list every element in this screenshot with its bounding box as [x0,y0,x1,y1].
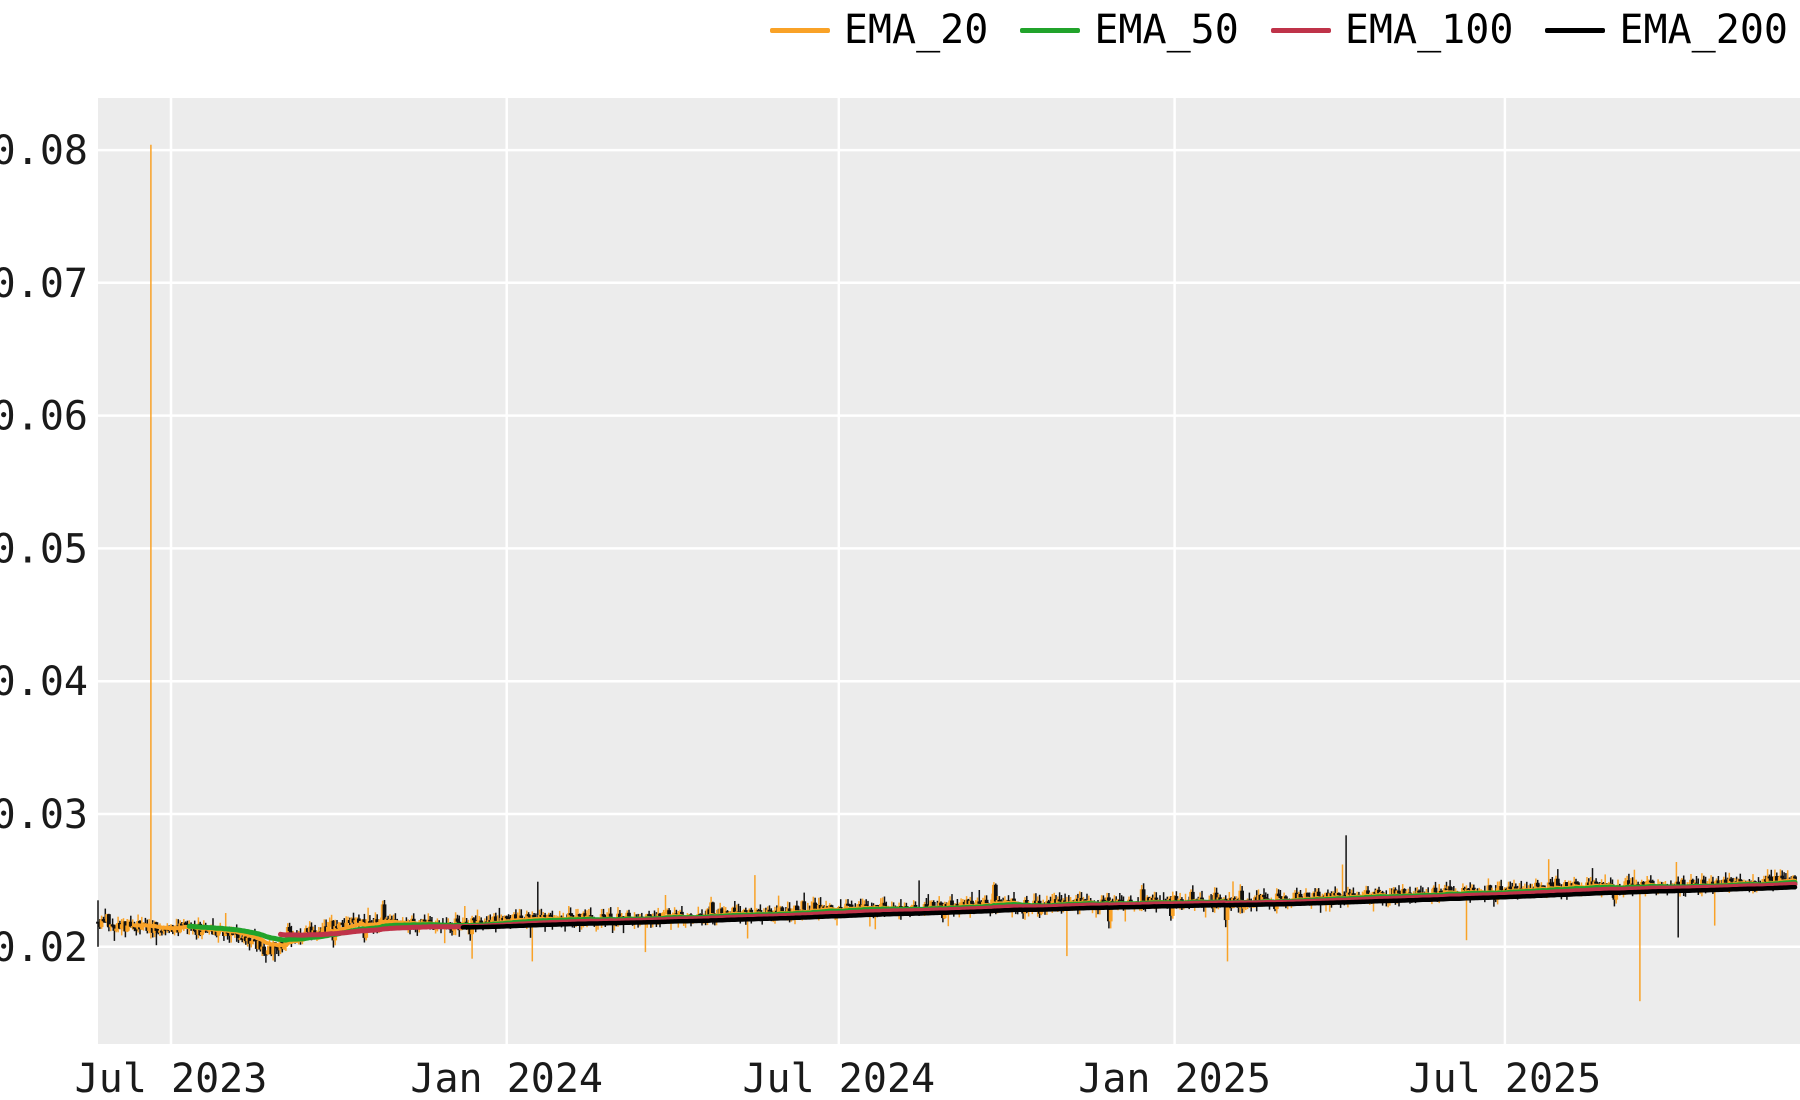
legend-line-ema-100-icon [1270,27,1331,33]
legend-label-ema-200: EMA_200 [1619,7,1788,53]
svg-text:0.08: 0.08 [0,128,88,174]
x-axis-tick-labels: Jul 2023 Jan 2024 Jul 2024 Jan 2025 Jul 2025 [75,1056,1602,1100]
svg-text:Jan 2025: Jan 2025 [1078,1056,1271,1100]
svg-text:0.02: 0.02 [0,925,88,971]
svg-text:Jul 2023: Jul 2023 [75,1056,268,1100]
legend-label-ema-100: EMA_100 [1344,7,1514,53]
svg-text:Jul 2025: Jul 2025 [1409,1056,1602,1100]
svg-text:0.06: 0.06 [0,394,88,440]
svg-text:0.04: 0.04 [0,659,88,705]
svg-text:0.05: 0.05 [0,526,88,572]
y-axis-tick-labels: 0.02 0.03 0.04 0.05 0.06 0.07 0.08 [0,128,88,971]
legend-item-ema-200: EMA_200 [1545,8,1788,52]
legend-label-ema-20: EMA_20 [843,7,989,53]
svg-text:Jan 2024: Jan 2024 [410,1056,603,1100]
svg-text:0.07: 0.07 [0,261,88,307]
legend-item-ema-100: EMA_100 [1270,7,1514,53]
svg-text:0.03: 0.03 [0,792,88,838]
chart-legend: EMA_20 EMA_50 EMA_100 EMA_200 [769,7,1788,53]
legend-item-ema-20: EMA_20 [769,7,989,53]
legend-line-ema-200-icon [1545,27,1606,33]
legend-item-ema-50: EMA_50 [1020,8,1239,52]
legend-label-ema-50: EMA_50 [1094,7,1239,53]
legend-line-ema-20-icon [769,27,830,33]
legend-line-ema-50-icon [1020,27,1081,33]
grid-lines [98,98,1800,1044]
ema-200-line [460,884,1798,930]
svg-text:Jul 2024: Jul 2024 [742,1056,935,1100]
